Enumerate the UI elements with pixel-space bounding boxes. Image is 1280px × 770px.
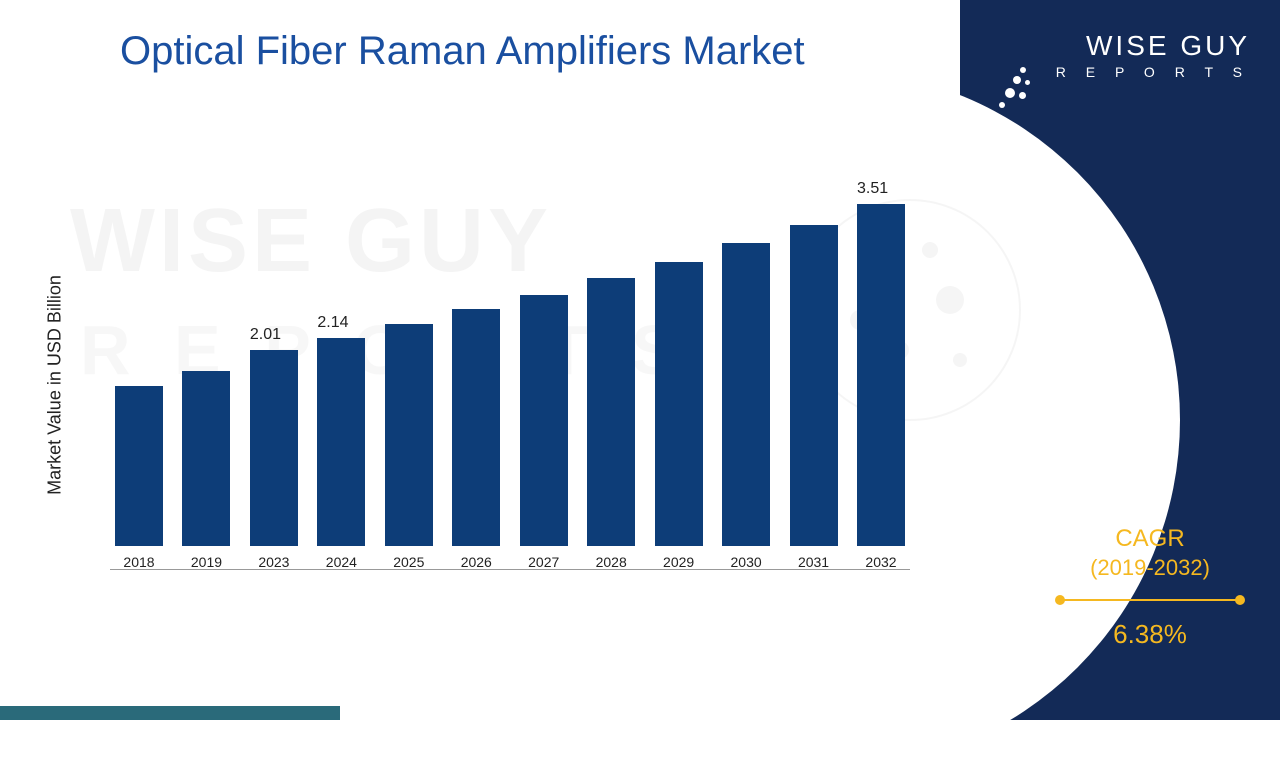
bar-2023: 2.01 2023 bbox=[245, 350, 303, 570]
bar-rect bbox=[115, 386, 163, 546]
bar-rect: 2.01 bbox=[250, 350, 298, 546]
logo-sub-text: R E P O R T S bbox=[1056, 64, 1250, 80]
bar-rect: 3.51 bbox=[857, 204, 905, 546]
x-tick-label: 2023 bbox=[258, 554, 289, 570]
cagr-value: 6.38% bbox=[1060, 619, 1240, 650]
bar-2018: 2018 bbox=[110, 386, 168, 570]
bar-rect bbox=[182, 371, 230, 546]
bar-2032: 3.51 2032 bbox=[852, 204, 910, 570]
bar-2019: 2019 bbox=[177, 371, 235, 570]
bar-rect bbox=[385, 324, 433, 546]
bar-2031: 2031 bbox=[785, 225, 843, 570]
x-tick-label: 2024 bbox=[326, 554, 357, 570]
bars-container: 2018 2019 2.01 2023 2.14 2024 2025 2026 2027 2028… bbox=[110, 170, 910, 570]
bar-chart: Market Value in USD Billion 201820192.01… bbox=[80, 170, 910, 600]
x-tick-label: 2027 bbox=[528, 554, 559, 570]
x-tick-label: 2031 bbox=[798, 554, 829, 570]
cagr-label: CAGR bbox=[1060, 525, 1240, 553]
bar-2028: 2028 bbox=[582, 278, 640, 570]
bar-rect bbox=[790, 225, 838, 546]
brand-logo: WISE GUY R E P O R T S bbox=[1056, 30, 1250, 80]
bar-2024: 2.14 2024 bbox=[312, 338, 370, 570]
x-tick-label: 2032 bbox=[865, 554, 896, 570]
bar-rect: 2.14 bbox=[317, 338, 365, 546]
bar-rect bbox=[587, 278, 635, 546]
bar-rect bbox=[722, 243, 770, 546]
bar-2030: 2030 bbox=[717, 243, 775, 570]
bar-2027: 2027 bbox=[515, 295, 573, 570]
x-tick-label: 2026 bbox=[461, 554, 492, 570]
x-tick-label: 2029 bbox=[663, 554, 694, 570]
bar-2025: 2025 bbox=[380, 324, 438, 570]
bar-value-label: 3.51 bbox=[857, 180, 888, 198]
cagr-range: (2019-2032) bbox=[1060, 555, 1240, 581]
logo-dots-icon bbox=[985, 62, 1035, 112]
x-tick-label: 2018 bbox=[123, 554, 154, 570]
x-tick-label: 2028 bbox=[596, 554, 627, 570]
y-axis-label: Market Value in USD Billion bbox=[45, 275, 66, 495]
bar-rect bbox=[452, 309, 500, 546]
x-tick-label: 2025 bbox=[393, 554, 424, 570]
bar-2029: 2029 bbox=[650, 262, 708, 570]
x-tick-label: 2019 bbox=[191, 554, 222, 570]
x-tick-label: 2030 bbox=[731, 554, 762, 570]
cagr-panel: CAGR (2019-2032) 6.38% bbox=[1060, 525, 1240, 650]
bottom-accent-bar bbox=[0, 706, 340, 720]
bar-rect bbox=[520, 295, 568, 546]
bar-value-label: 2.01 bbox=[250, 326, 281, 344]
bar-rect bbox=[655, 262, 703, 546]
bar-value-label: 2.14 bbox=[317, 314, 348, 332]
cagr-divider-icon bbox=[1060, 599, 1240, 601]
logo-main-text: WISE GUY bbox=[1056, 30, 1250, 62]
bar-2026: 2026 bbox=[447, 309, 505, 570]
chart-title: Optical Fiber Raman Amplifiers Market bbox=[120, 28, 805, 74]
